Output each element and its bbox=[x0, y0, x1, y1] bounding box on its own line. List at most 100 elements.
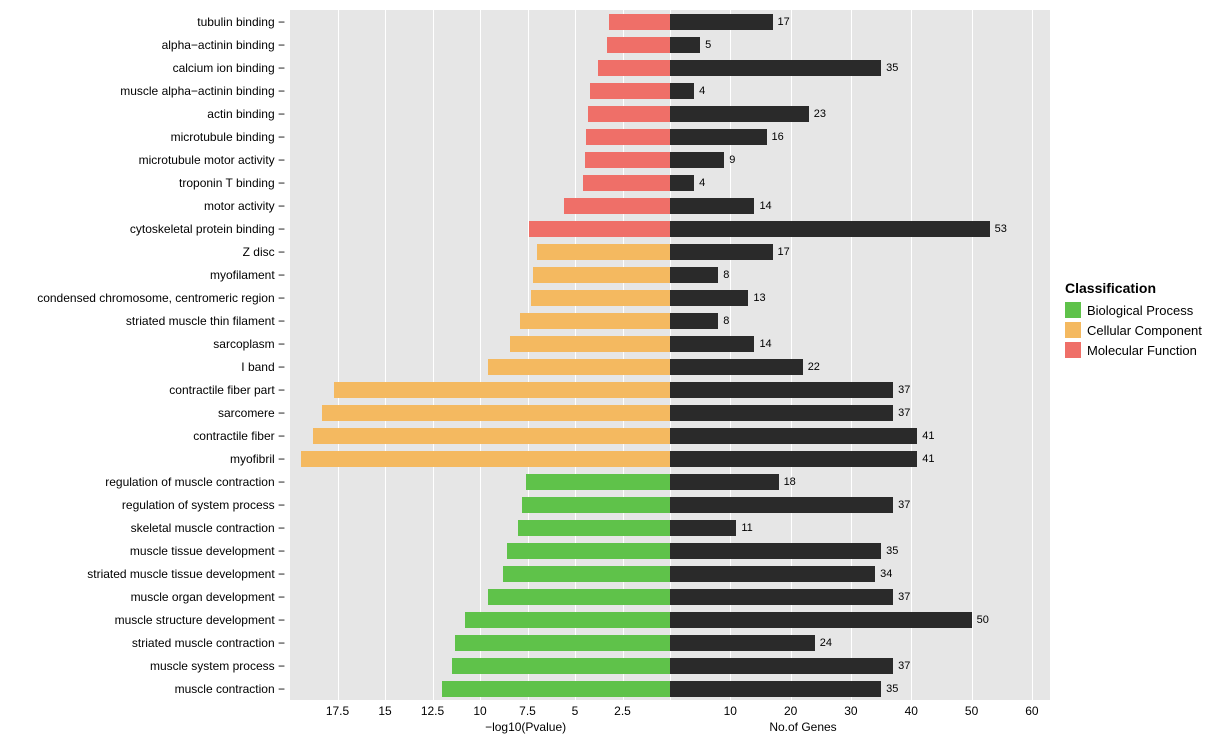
count-label: 16 bbox=[769, 129, 784, 145]
bar-genecount bbox=[670, 474, 779, 490]
y-axis-label: striated muscle thin filament − bbox=[5, 313, 285, 329]
x-tick-right: 30 bbox=[844, 704, 857, 718]
bar-pvalue bbox=[522, 497, 670, 513]
x-axis: 2.557.51012.51517.5102030405060−log10(Pv… bbox=[290, 700, 1050, 740]
y-axis-label: myofilament − bbox=[5, 267, 285, 283]
count-label: 17 bbox=[775, 14, 790, 30]
legend-label: Cellular Component bbox=[1087, 323, 1202, 338]
bar-pvalue bbox=[301, 451, 670, 467]
bar-genecount bbox=[670, 198, 754, 214]
bar-genecount bbox=[670, 405, 893, 421]
y-axis-label: I band − bbox=[5, 359, 285, 375]
bar-genecount bbox=[670, 83, 694, 99]
y-axis-label: muscle system process − bbox=[5, 658, 285, 674]
bar-pvalue bbox=[526, 474, 670, 490]
bar-genecount bbox=[670, 313, 718, 329]
bar-pvalue bbox=[609, 14, 670, 30]
bar-genecount bbox=[670, 451, 917, 467]
bar-pvalue bbox=[503, 566, 670, 582]
y-axis-label: contractile fiber − bbox=[5, 428, 285, 444]
grid-line bbox=[1032, 10, 1033, 700]
legend-item: Biological Process bbox=[1065, 302, 1202, 318]
y-axis-label: calcium ion binding − bbox=[5, 60, 285, 76]
count-label: 13 bbox=[750, 290, 765, 306]
count-label: 17 bbox=[775, 244, 790, 260]
y-axis-label: muscle organ development − bbox=[5, 589, 285, 605]
x-tick-left: 12.5 bbox=[421, 704, 444, 718]
x-tick-left: 10 bbox=[473, 704, 486, 718]
count-label: 35 bbox=[883, 60, 898, 76]
bar-pvalue bbox=[520, 313, 670, 329]
bar-pvalue bbox=[564, 198, 670, 214]
x-tick-right: 20 bbox=[784, 704, 797, 718]
count-label: 4 bbox=[696, 83, 705, 99]
count-label: 22 bbox=[805, 359, 820, 375]
bar-pvalue bbox=[442, 681, 670, 697]
x-title-right: No.of Genes bbox=[769, 720, 836, 734]
count-label: 37 bbox=[895, 497, 910, 513]
bar-pvalue bbox=[488, 359, 670, 375]
x-tick-left: 17.5 bbox=[326, 704, 349, 718]
plot-area bbox=[290, 10, 1050, 700]
y-axis-label: sarcomere − bbox=[5, 405, 285, 421]
bar-genecount bbox=[670, 129, 767, 145]
x-title-left: −log10(Pvalue) bbox=[485, 720, 566, 734]
y-axis-label: myofibril − bbox=[5, 451, 285, 467]
bar-pvalue bbox=[598, 60, 670, 76]
count-label: 23 bbox=[811, 106, 826, 122]
bar-genecount bbox=[670, 497, 893, 513]
count-label: 18 bbox=[781, 474, 796, 490]
bar-pvalue bbox=[537, 244, 670, 260]
x-tick-right: 50 bbox=[965, 704, 978, 718]
bar-genecount bbox=[670, 175, 694, 191]
bar-genecount bbox=[670, 60, 881, 76]
y-axis-label: Z disc − bbox=[5, 244, 285, 260]
count-label: 14 bbox=[756, 336, 771, 352]
grid-line bbox=[911, 10, 912, 700]
count-label: 9 bbox=[726, 152, 735, 168]
bar-pvalue bbox=[334, 382, 670, 398]
legend-item: Cellular Component bbox=[1065, 322, 1202, 338]
bar-genecount bbox=[670, 589, 893, 605]
bar-genecount bbox=[670, 566, 875, 582]
y-axis-label: troponin T binding − bbox=[5, 175, 285, 191]
bar-pvalue bbox=[607, 37, 670, 53]
legend-label: Molecular Function bbox=[1087, 343, 1197, 358]
grid-line bbox=[972, 10, 973, 700]
y-axis-label: cytoskeletal protein binding − bbox=[5, 221, 285, 237]
bar-pvalue bbox=[465, 612, 670, 628]
bar-genecount bbox=[670, 359, 803, 375]
y-axis-label: motor activity − bbox=[5, 198, 285, 214]
count-label: 37 bbox=[895, 589, 910, 605]
grid-line bbox=[480, 10, 481, 700]
count-label: 24 bbox=[817, 635, 832, 651]
count-label: 14 bbox=[756, 198, 771, 214]
bar-genecount bbox=[670, 336, 754, 352]
count-label: 41 bbox=[919, 428, 934, 444]
y-axis-label: striated muscle tissue development − bbox=[5, 566, 285, 582]
bar-genecount bbox=[670, 290, 748, 306]
count-label: 4 bbox=[696, 175, 705, 191]
count-label: 8 bbox=[720, 313, 729, 329]
bar-pvalue bbox=[529, 221, 670, 237]
bar-pvalue bbox=[518, 520, 670, 536]
y-axis-label: muscle structure development − bbox=[5, 612, 285, 628]
legend-item: Molecular Function bbox=[1065, 342, 1202, 358]
y-axis-label: tubulin binding − bbox=[5, 14, 285, 30]
count-label: 35 bbox=[883, 681, 898, 697]
y-axis-label: striated muscle contraction − bbox=[5, 635, 285, 651]
count-label: 35 bbox=[883, 543, 898, 559]
x-tick-right: 40 bbox=[905, 704, 918, 718]
x-tick-left: 2.5 bbox=[614, 704, 631, 718]
y-axis-label: regulation of muscle contraction − bbox=[5, 474, 285, 490]
bar-genecount bbox=[670, 221, 990, 237]
bar-genecount bbox=[670, 520, 736, 536]
y-axis-label: muscle tissue development − bbox=[5, 543, 285, 559]
bar-genecount bbox=[670, 14, 773, 30]
legend-swatch bbox=[1065, 342, 1081, 358]
bar-pvalue bbox=[313, 428, 670, 444]
grid-line bbox=[338, 10, 339, 700]
legend-swatch bbox=[1065, 302, 1081, 318]
legend: Classification Biological ProcessCellula… bbox=[1065, 280, 1202, 362]
count-label: 37 bbox=[895, 382, 910, 398]
